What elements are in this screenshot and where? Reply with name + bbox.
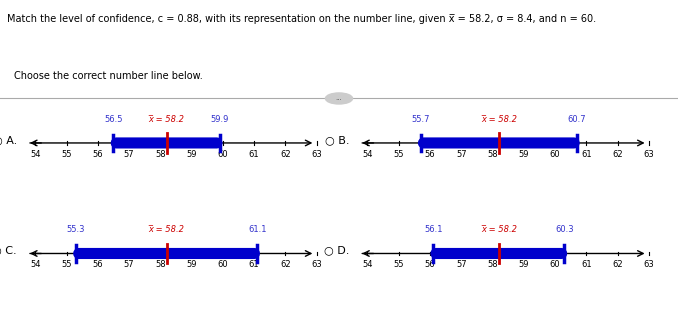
Text: 56.1: 56.1 xyxy=(424,225,442,234)
Text: 56: 56 xyxy=(424,149,435,159)
Text: ○ C.: ○ C. xyxy=(0,246,17,256)
Text: 63: 63 xyxy=(311,260,322,269)
Text: 56: 56 xyxy=(424,260,435,269)
Text: 56: 56 xyxy=(92,149,103,159)
Text: 63: 63 xyxy=(311,149,322,159)
Text: ○ A.: ○ A. xyxy=(0,135,17,145)
Text: 62: 62 xyxy=(280,260,291,269)
Text: 58: 58 xyxy=(155,149,165,159)
Text: 55: 55 xyxy=(61,260,72,269)
Text: ...: ... xyxy=(336,95,342,101)
Text: 60: 60 xyxy=(218,149,228,159)
Text: x̅ = 58.2: x̅ = 58.2 xyxy=(481,225,517,234)
Text: 55.7: 55.7 xyxy=(412,115,430,124)
Text: 62: 62 xyxy=(280,149,291,159)
Text: 57: 57 xyxy=(456,149,466,159)
Text: 63: 63 xyxy=(643,149,654,159)
Text: 61: 61 xyxy=(249,260,260,269)
Text: 63: 63 xyxy=(643,260,654,269)
Text: x̅ = 58.2: x̅ = 58.2 xyxy=(148,115,184,124)
Text: 55: 55 xyxy=(393,149,404,159)
Text: 59.9: 59.9 xyxy=(211,115,229,124)
Text: ○ B.: ○ B. xyxy=(325,135,349,145)
Text: 60.7: 60.7 xyxy=(567,115,586,124)
Ellipse shape xyxy=(325,93,353,104)
Text: 59: 59 xyxy=(519,149,529,159)
Text: 54: 54 xyxy=(362,260,373,269)
Text: ○ D.: ○ D. xyxy=(324,246,349,256)
Text: 61: 61 xyxy=(249,149,260,159)
Text: 55: 55 xyxy=(61,149,72,159)
Text: 59: 59 xyxy=(186,260,197,269)
Text: 60: 60 xyxy=(218,260,228,269)
Text: Choose the correct number line below.: Choose the correct number line below. xyxy=(14,71,202,81)
Text: 54: 54 xyxy=(30,260,41,269)
Text: 60.3: 60.3 xyxy=(555,225,574,234)
Text: 61: 61 xyxy=(581,260,592,269)
Text: 61: 61 xyxy=(581,149,592,159)
Text: Match the level of confidence, c = 0.88, with its representation on the number l: Match the level of confidence, c = 0.88,… xyxy=(7,14,596,24)
Text: 59: 59 xyxy=(519,260,529,269)
Text: 56.5: 56.5 xyxy=(104,115,123,124)
Text: 58: 58 xyxy=(155,260,165,269)
Text: 61.1: 61.1 xyxy=(248,225,266,234)
Text: x̅ = 58.2: x̅ = 58.2 xyxy=(481,115,517,124)
Text: 57: 57 xyxy=(123,260,134,269)
Text: 58: 58 xyxy=(487,260,498,269)
Text: 58: 58 xyxy=(487,149,498,159)
Text: 54: 54 xyxy=(362,149,373,159)
Text: 54: 54 xyxy=(30,149,41,159)
Text: 62: 62 xyxy=(612,260,623,269)
Text: 60: 60 xyxy=(550,149,561,159)
Text: 56: 56 xyxy=(92,260,103,269)
Text: 55.3: 55.3 xyxy=(66,225,85,234)
Text: 60: 60 xyxy=(550,260,561,269)
Text: 57: 57 xyxy=(123,149,134,159)
Text: x̅ = 58.2: x̅ = 58.2 xyxy=(148,225,184,234)
Text: 59: 59 xyxy=(186,149,197,159)
Text: 55: 55 xyxy=(393,260,404,269)
Text: 62: 62 xyxy=(612,149,623,159)
Text: 57: 57 xyxy=(456,260,466,269)
